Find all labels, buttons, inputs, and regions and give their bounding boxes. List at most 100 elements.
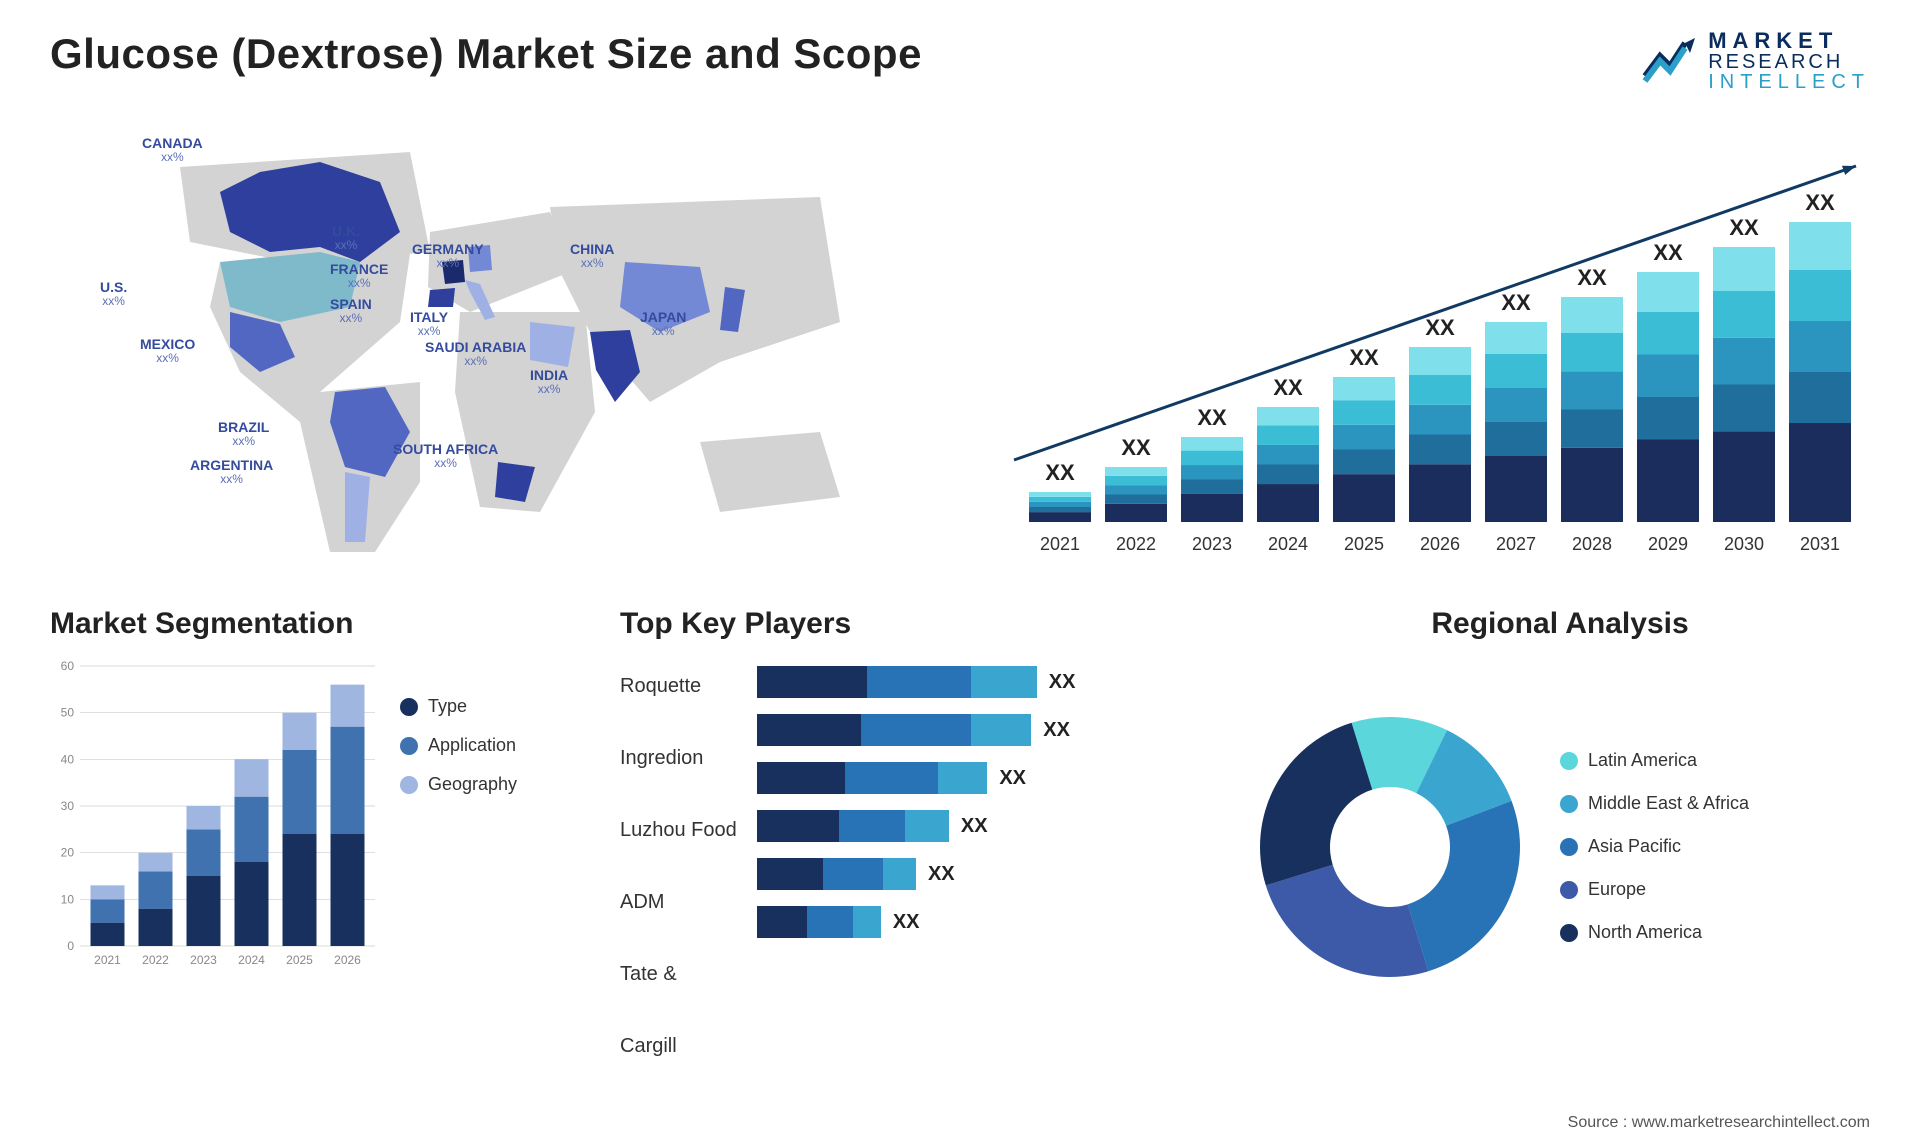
seg-bar	[235, 862, 269, 946]
player-bars: XXXXXXXXXXXX	[757, 666, 1210, 1078]
seg-x-label: 2026	[334, 953, 361, 967]
player-value-label: XX	[928, 863, 955, 886]
regional-legend-item: North America	[1560, 922, 1749, 943]
regional-legend-item: Latin America	[1560, 750, 1749, 771]
legend-label: Latin America	[1588, 750, 1697, 771]
forecast-year-label: 2023	[1192, 534, 1232, 554]
seg-bar	[91, 899, 125, 922]
player-bar-seg	[861, 714, 971, 746]
seg-bar	[139, 871, 173, 908]
forecast-bar-seg	[1257, 407, 1319, 425]
forecast-bar-seg	[1029, 492, 1091, 497]
forecast-bar-seg	[1637, 397, 1699, 440]
map-label-south-africa: SOUTH AFRICAxx%	[393, 442, 498, 471]
player-name: Ingredion	[620, 742, 737, 774]
forecast-year-label: 2030	[1724, 534, 1764, 554]
country-india	[590, 330, 640, 402]
logo-icon	[1640, 31, 1700, 91]
player-bar-seg	[971, 666, 1037, 698]
forecast-bar-seg	[1637, 312, 1699, 355]
player-bar-seg	[905, 810, 949, 842]
segmentation-legend: TypeApplicationGeography	[400, 656, 517, 1037]
map-label-china: CHINAxx%	[570, 242, 614, 271]
forecast-chart: XX2021XX2022XX2023XX2024XX2025XX2026XX20…	[990, 112, 1870, 572]
players-title: Top Key Players	[620, 607, 1210, 641]
donut-slice	[1260, 722, 1372, 885]
seg-legend-item: Application	[400, 735, 517, 756]
forecast-bar-seg	[1713, 431, 1775, 522]
legend-swatch	[400, 698, 418, 716]
forecast-bar-seg	[1637, 355, 1699, 398]
map-label-spain: SPAINxx%	[330, 297, 372, 326]
legend-label: Europe	[1588, 879, 1646, 900]
player-row: XX	[757, 762, 1210, 794]
forecast-bar-seg	[1789, 270, 1851, 321]
player-bar-seg	[757, 666, 867, 698]
legend-swatch	[400, 737, 418, 755]
logo-line3: INTELLECT	[1708, 72, 1870, 92]
seg-legend-item: Geography	[400, 774, 517, 795]
forecast-year-label: 2031	[1800, 534, 1840, 554]
seg-bar	[283, 834, 317, 946]
player-bar-seg	[757, 714, 861, 746]
player-name: Roquette	[620, 670, 737, 702]
seg-bar	[235, 797, 269, 862]
regional-legend-item: Middle East & Africa	[1560, 793, 1749, 814]
forecast-bar-seg	[1789, 321, 1851, 372]
player-value-label: XX	[1049, 671, 1076, 694]
seg-bar	[187, 876, 221, 946]
map-label-mexico: MEXICOxx%	[140, 337, 195, 366]
forecast-bar-seg	[1333, 425, 1395, 450]
country-s_arabia	[530, 322, 575, 367]
player-names: RoquetteIngredionLuzhou FoodADMTate &Car…	[620, 666, 737, 1078]
segmentation-title: Market Segmentation	[50, 607, 580, 641]
forecast-bar-seg	[1105, 467, 1167, 476]
brand-logo: MARKET RESEARCH INTELLECT	[1640, 30, 1870, 92]
segmentation-chart: 0102030405060202120222023202420252026	[50, 656, 380, 976]
forecast-bar-seg	[1713, 338, 1775, 385]
seg-bar	[283, 713, 317, 750]
forecast-bar-seg	[1029, 497, 1091, 502]
player-value-label: XX	[1043, 719, 1070, 742]
seg-x-label: 2024	[238, 953, 265, 967]
player-bar-seg	[757, 762, 845, 794]
player-row: XX	[757, 666, 1210, 698]
player-bar-seg	[883, 858, 916, 890]
y-tick: 10	[61, 892, 75, 906]
map-label-brazil: BRAZILxx%	[218, 420, 269, 449]
player-bar-seg	[845, 762, 938, 794]
forecast-year-label: 2022	[1116, 534, 1156, 554]
forecast-bar-seg	[1561, 410, 1623, 448]
legend-label: Geography	[428, 774, 517, 795]
forecast-bar-seg	[1333, 474, 1395, 522]
player-row: XX	[757, 714, 1210, 746]
forecast-bar-seg	[1561, 448, 1623, 522]
legend-swatch	[1560, 838, 1578, 856]
player-bar-seg	[757, 858, 823, 890]
regional-donut	[1250, 707, 1530, 987]
donut-slice	[1266, 864, 1429, 976]
forecast-bar-seg	[1789, 222, 1851, 270]
seg-bar	[187, 806, 221, 829]
player-bar	[757, 714, 1032, 746]
forecast-value-label: XX	[1653, 240, 1683, 265]
y-tick: 50	[61, 706, 75, 720]
forecast-bar-seg	[1181, 494, 1243, 522]
forecast-bar-seg	[1181, 451, 1243, 465]
forecast-value-label: XX	[1425, 315, 1455, 340]
player-name: Tate &	[620, 958, 737, 990]
seg-bar	[235, 759, 269, 796]
forecast-bar-seg	[1181, 437, 1243, 451]
y-tick: 30	[61, 799, 75, 813]
forecast-bar-seg	[1485, 322, 1547, 354]
forecast-bar-seg	[1409, 347, 1471, 375]
forecast-bar-seg	[1029, 507, 1091, 512]
footer-source: Source : www.marketresearchintellect.com	[1568, 1114, 1870, 1132]
player-bar-seg	[823, 858, 883, 890]
forecast-bar-seg	[1637, 440, 1699, 523]
forecast-bar-seg	[1637, 272, 1699, 312]
continent-shape	[700, 432, 840, 512]
logo-line1: MARKET	[1708, 30, 1870, 52]
seg-bar	[283, 750, 317, 834]
legend-swatch	[1560, 752, 1578, 770]
